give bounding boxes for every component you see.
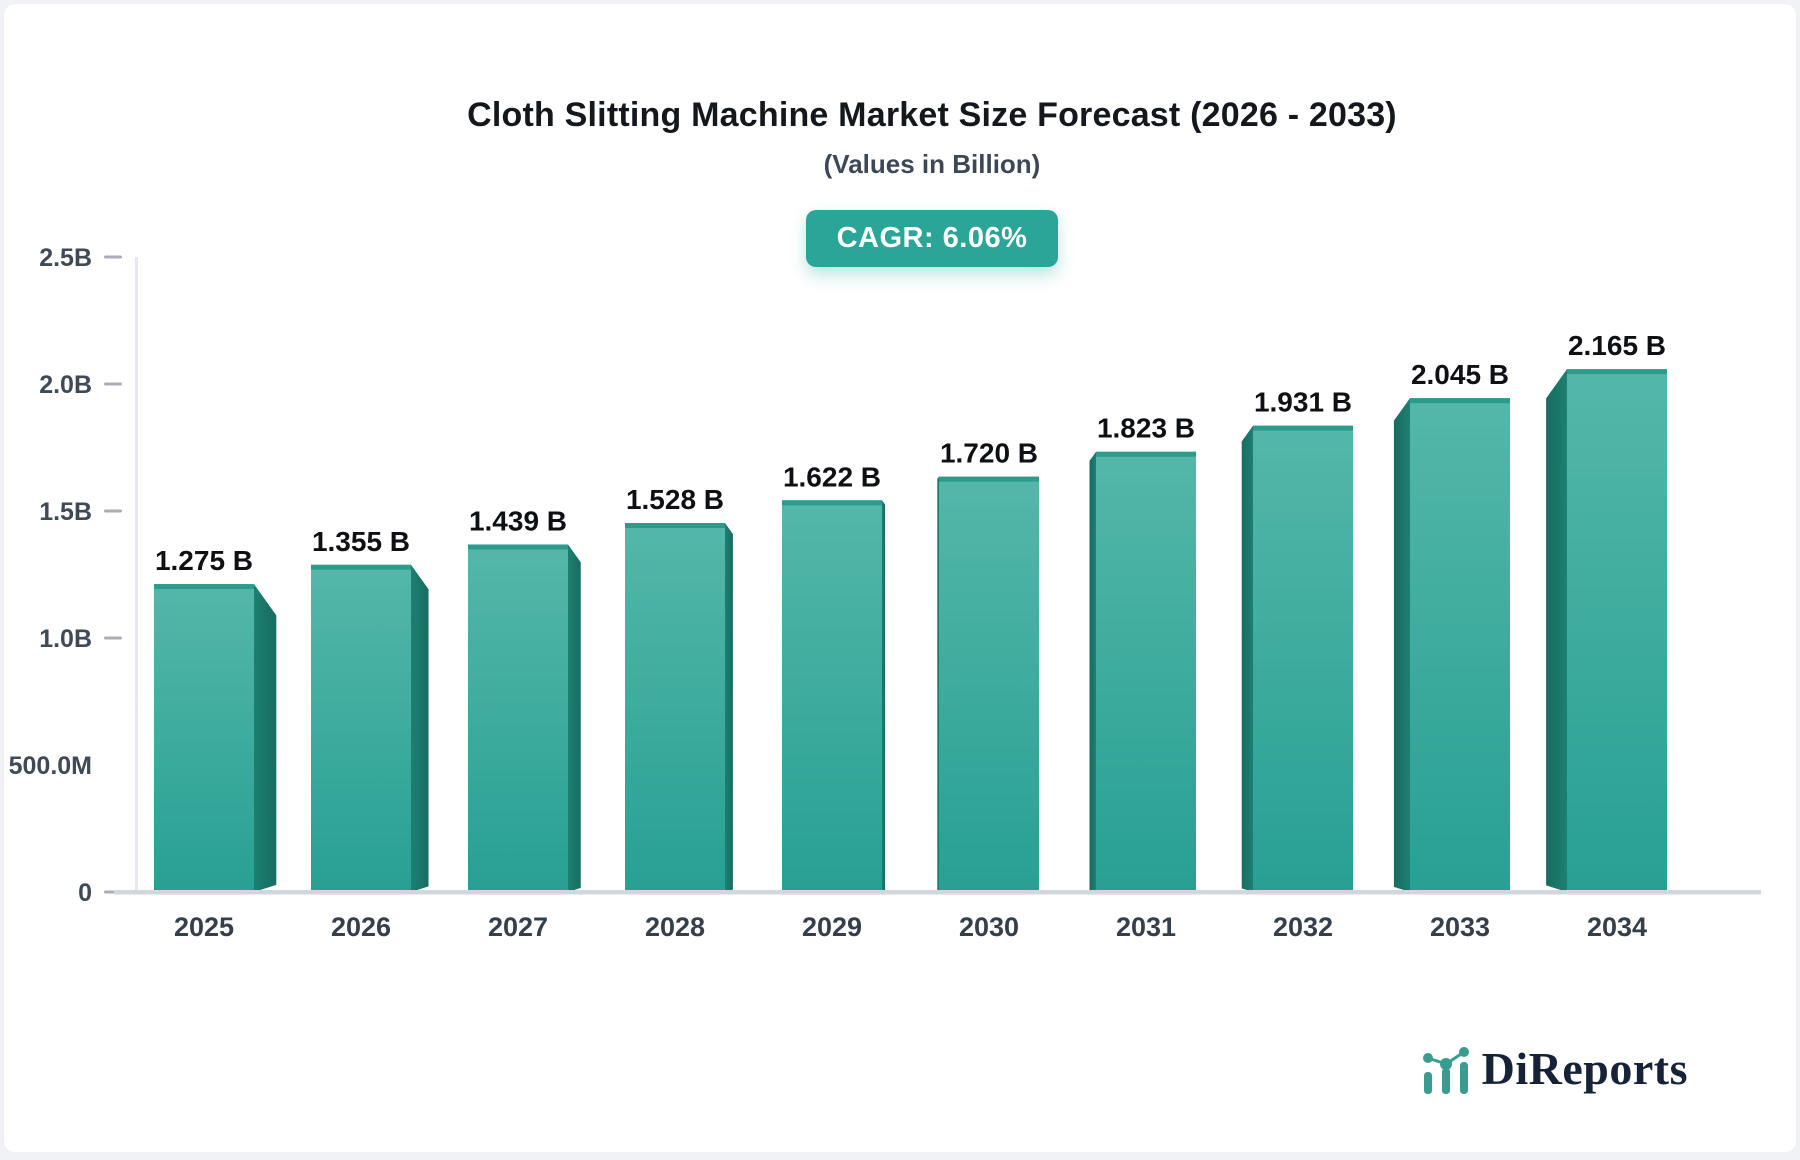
bar-top-edge [939, 476, 1039, 482]
bar-side-face [1393, 398, 1410, 892]
bar-side-face [1241, 425, 1253, 892]
chart-subtitle: (Values in Billion) [823, 149, 1041, 179]
bar-value-label: 2.165 B [1568, 330, 1666, 361]
x-category-label: 2026 [331, 912, 391, 942]
y-tick-label: 2.5B [39, 244, 92, 272]
y-tick-dash [104, 509, 122, 513]
bar [1567, 369, 1667, 893]
bar-value-label: 1.355 B [312, 526, 410, 557]
x-category-label: 2027 [488, 912, 548, 942]
x-category-label: 2028 [645, 912, 705, 942]
bar-side-face [937, 476, 939, 892]
bar-top-edge [468, 544, 568, 550]
bar-side-face [882, 500, 886, 892]
x-category-label: 2034 [1587, 912, 1647, 942]
logo-bar [1441, 1068, 1450, 1094]
logo-dot [1458, 1047, 1469, 1057]
x-category-label: 2030 [959, 912, 1019, 942]
y-tick-label: 0 [78, 879, 92, 907]
bar-side-face [725, 522, 733, 892]
x-category-label: 2029 [802, 912, 862, 942]
bar-top-edge [625, 522, 725, 528]
y-tick-dash [104, 382, 122, 386]
bar [468, 544, 568, 892]
bar-top-edge [1410, 398, 1510, 404]
chart-header: Cloth Slitting Machine Market Size Forec… [32, 96, 1800, 267]
bar-top-edge [1567, 369, 1667, 375]
x-axis-baseline [114, 890, 1761, 895]
bar-top-edge [782, 500, 882, 506]
mini-bar-chart-logo-icon [1422, 1047, 1469, 1094]
chart-card: 2.5B 2.0B 1.5B 1.0B 500.0M 0 1.275 B 2025 1.355 … [3, 3, 1797, 1153]
bar-chart-svg: 2.5B 2.0B 1.5B 1.0B 500.0M 0 1.275 B 2025 1.355 … [9, 244, 1761, 942]
y-tick-dash [104, 255, 122, 259]
logo-bar [1459, 1062, 1468, 1094]
brand-logo: DiReports [1420, 1038, 1688, 1098]
x-category-label: 2025 [174, 912, 234, 942]
x-category-label: 2033 [1430, 912, 1490, 942]
logo-bar [1423, 1072, 1432, 1094]
bar [782, 500, 882, 892]
bar-value-label: 1.275 B [155, 545, 253, 576]
logo-dot [1422, 1053, 1433, 1063]
bar-side-face [1089, 451, 1096, 892]
bar-value-label: 1.528 B [626, 484, 724, 515]
y-tick-label: 2.0B [39, 371, 92, 399]
y-tick-label: 500.0M [9, 752, 92, 780]
y-axis-line [135, 257, 138, 894]
bar [1096, 451, 1196, 892]
bar-value-label: 1.720 B [940, 438, 1038, 469]
x-category-label: 2031 [1116, 912, 1176, 942]
y-tick-label: 1.5B [39, 498, 92, 526]
bar-top-edge [311, 564, 411, 570]
bar-value-label: 1.622 B [783, 461, 881, 492]
y-tick-dash [104, 636, 122, 640]
bar-side-face [1546, 369, 1567, 893]
bar [625, 522, 725, 892]
bar-top-edge [1253, 425, 1353, 431]
bar [1410, 398, 1510, 892]
brand-logo-text: DiReports [1481, 1042, 1688, 1094]
bar [154, 584, 254, 892]
bar-top-edge [154, 584, 254, 590]
bar-value-label: 2.045 B [1411, 359, 1509, 390]
bar-side-face [568, 544, 581, 892]
bar-value-label: 1.823 B [1097, 413, 1195, 444]
x-category-label: 2032 [1273, 912, 1333, 942]
bar-top-edge [1096, 451, 1196, 457]
bar [1253, 425, 1353, 892]
bar [311, 564, 411, 892]
bar-value-label: 1.931 B [1254, 387, 1352, 418]
chart-title: Cloth Slitting Machine Market Size Forec… [467, 96, 1397, 134]
bar-side-face [254, 584, 277, 892]
cagr-badge: CAGR: 6.06% [805, 210, 1059, 267]
logo-dot [1439, 1058, 1452, 1070]
bar-value-label: 1.439 B [469, 505, 567, 536]
bar [939, 476, 1039, 892]
y-tick-label: 1.0B [39, 625, 92, 653]
bar-side-face [411, 564, 429, 892]
